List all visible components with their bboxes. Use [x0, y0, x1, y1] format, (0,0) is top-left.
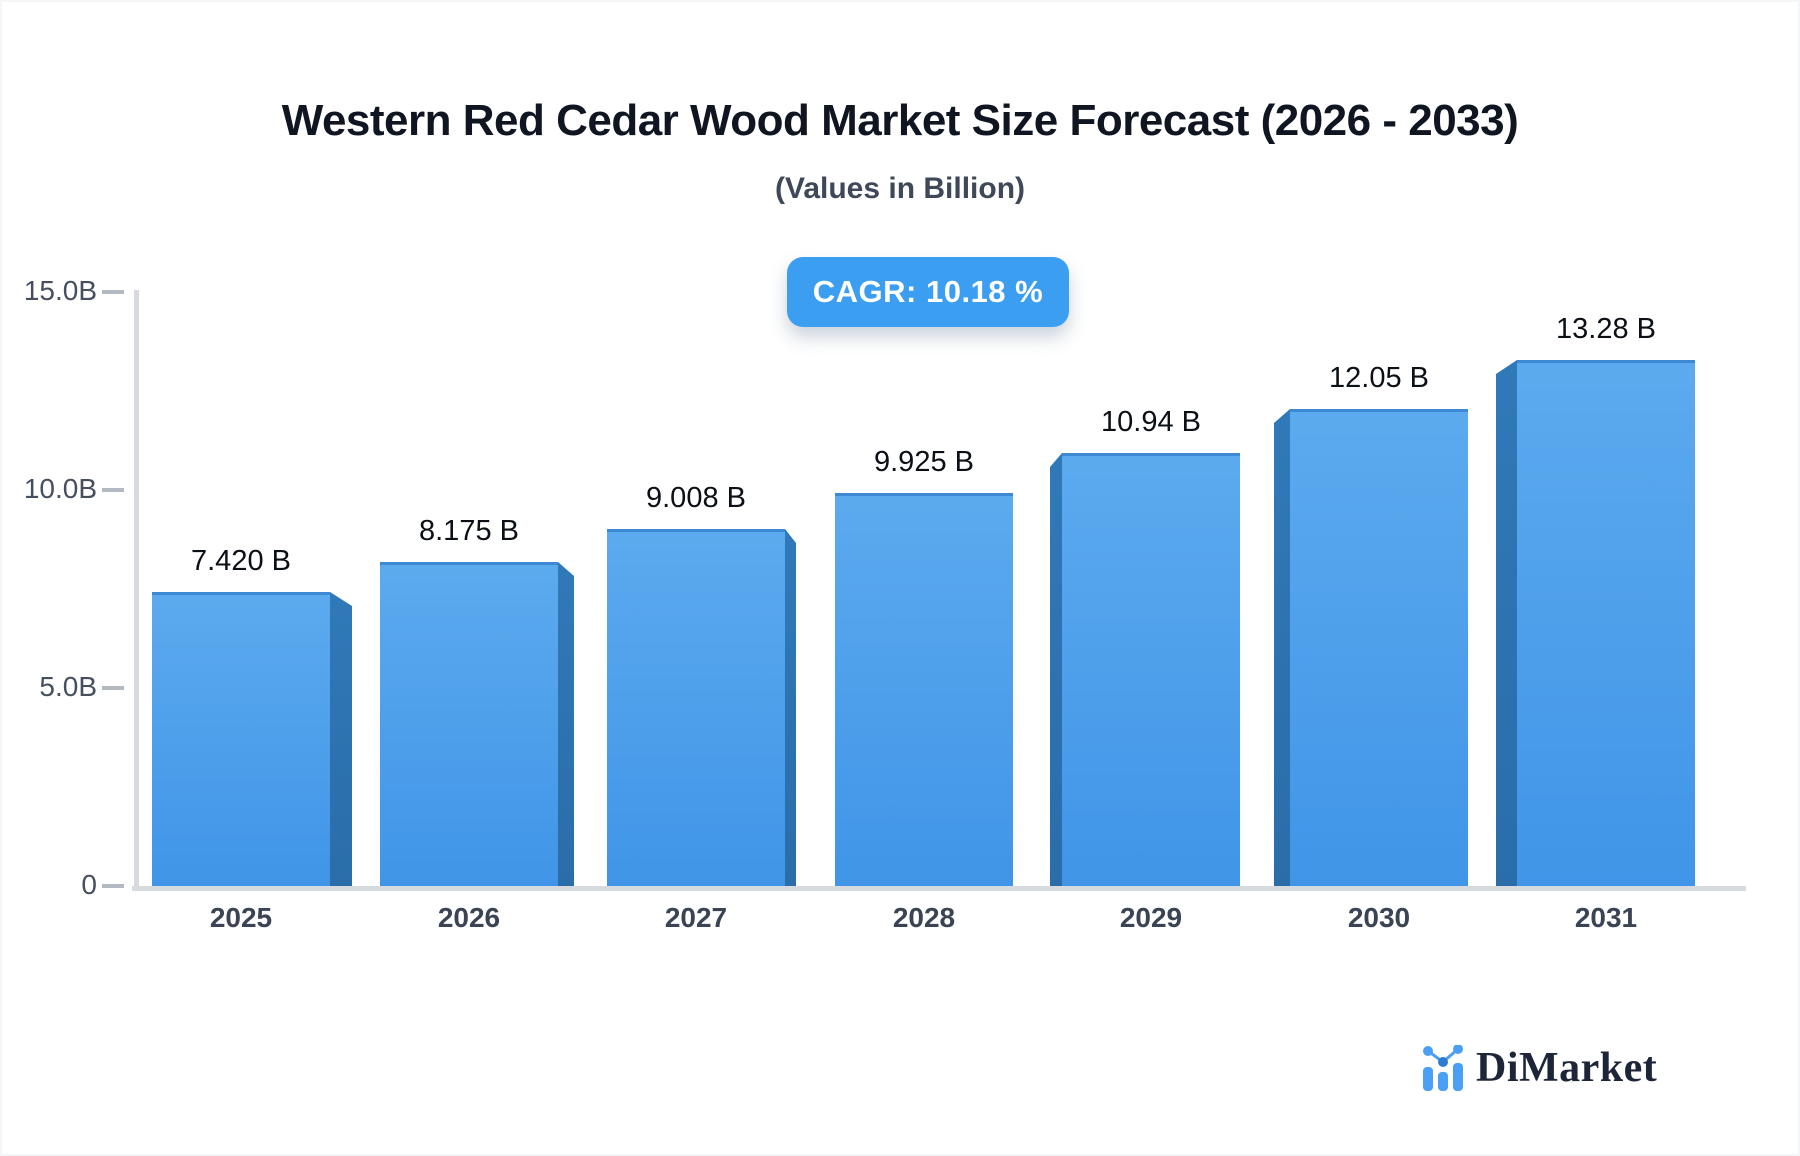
bar-2025 [152, 592, 330, 886]
bar-2031 [1517, 360, 1695, 886]
bar-3d-side-2027 [785, 529, 796, 886]
bar-chart-logo-icon [1423, 1045, 1463, 1091]
bar-3d-side-2030 [1274, 409, 1290, 886]
cagr-badge: CAGR: 10.18 % [787, 257, 1069, 327]
bar-3d-side-2031 [1496, 360, 1517, 886]
brand-name: DiMarket [1476, 1045, 1658, 1091]
brand-logo: DiMarket [1422, 1044, 1657, 1092]
bar-2026 [380, 562, 558, 886]
y-tick-mark [102, 290, 124, 294]
x-axis-label: 2029 [1119, 902, 1183, 933]
bar-value-label: 7.420 B [191, 545, 291, 577]
x-axis-baseline [132, 886, 1746, 891]
chart-title: Western Red Cedar Wood Market Size Forec… [281, 96, 1519, 145]
bar-value-label: 9.925 B [874, 446, 974, 478]
x-axis-label: 2026 [437, 902, 501, 933]
bar-value-label: 13.28 B [1556, 313, 1656, 345]
bar-2030 [1290, 409, 1468, 886]
bar-2027 [607, 529, 785, 886]
y-axis-line [134, 290, 139, 888]
x-axis-label: 2030 [1347, 902, 1411, 933]
x-axis-label: 2027 [664, 902, 728, 933]
bar-3d-side-2025 [330, 592, 352, 886]
x-axis-label: 2028 [892, 902, 956, 933]
y-tick-label: 15.0B [23, 275, 97, 306]
bar-value-label: 9.008 B [646, 482, 746, 514]
x-axis-label: 2025 [209, 902, 273, 933]
chart-subtitle: (Values in Billion) [774, 172, 1026, 205]
y-tick-label: 0 [81, 869, 97, 900]
y-tick-mark [102, 884, 124, 888]
y-tick-label: 10.0B [23, 473, 97, 504]
x-axis-label: 2031 [1574, 902, 1638, 933]
y-tick-label: 5.0B [39, 671, 97, 702]
bar-3d-side-2029 [1050, 453, 1062, 886]
y-tick-mark [102, 686, 124, 690]
bar-2028 [835, 493, 1013, 886]
bar-value-label: 12.05 B [1329, 362, 1429, 394]
bar-2029 [1062, 453, 1240, 886]
bar-3d-side-2026 [558, 562, 574, 886]
y-tick-mark [102, 488, 124, 492]
bar-value-label: 8.175 B [419, 515, 519, 547]
bar-value-label: 10.94 B [1101, 406, 1201, 438]
